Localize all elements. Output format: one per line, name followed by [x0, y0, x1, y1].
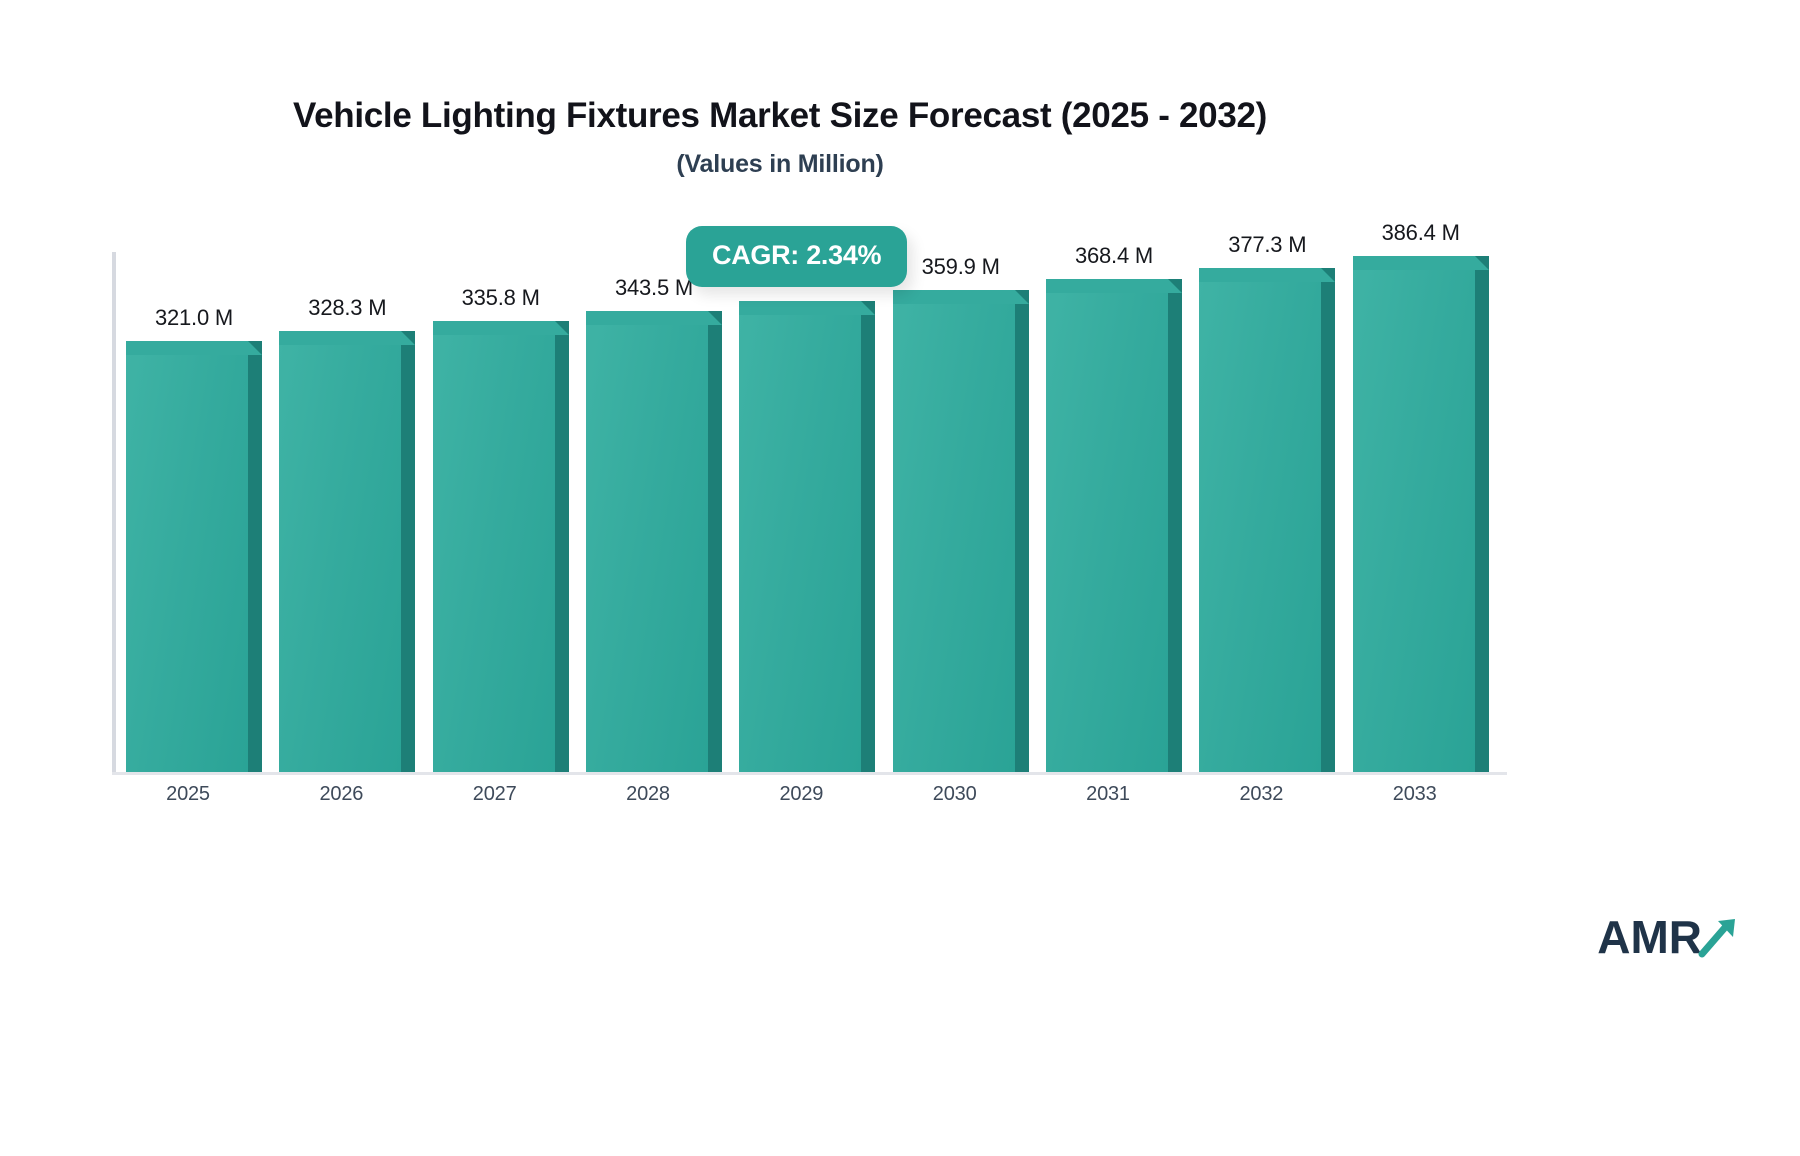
bar-column: 377.3 M: [1199, 232, 1336, 772]
bar-side-face: [554, 321, 569, 772]
bar-front-face: [892, 304, 1015, 772]
x-axis-tick-label: 2029: [779, 783, 824, 805]
bar-value-label: 343.5 M: [614, 275, 694, 301]
bar-top-face: [1046, 279, 1182, 294]
bar-top-face: [1352, 255, 1489, 270]
bar-side-face: [248, 340, 262, 772]
chart-subtitle: (Values in Million): [676, 150, 884, 179]
x-axis-tick-label: 2027: [472, 783, 517, 805]
bar-value-label: 321.0 M: [154, 304, 234, 330]
bar-value-label: 328.3 M: [308, 295, 387, 321]
bar-top-face: [1199, 267, 1336, 282]
bar-value-label: 386.4 M: [1381, 219, 1460, 245]
bar-value-label: 359.9 M: [921, 254, 1000, 280]
cagr-badge: CAGR: 2.34%: [686, 226, 908, 287]
plot-area: 321.0 M 328.3 M 335.8 M 343.5 M 351.6 M 359.9…: [112, 220, 1507, 775]
bar-top-face: [126, 340, 262, 355]
bar-top-face: [586, 311, 722, 326]
bar-side-face: [708, 311, 722, 772]
bar-front-face: [1199, 281, 1322, 772]
bar-column: 368.4 M: [1046, 243, 1182, 772]
bar-front-face: [1046, 293, 1168, 772]
x-axis-line: [112, 772, 1507, 775]
bar-column: 321.0 M: [126, 305, 262, 772]
bar-column: 386.4 M: [1352, 220, 1489, 772]
x-axis-tick-label: 2033: [1392, 783, 1437, 805]
bar-front-face: [432, 335, 555, 772]
bar-front-face: [279, 345, 402, 772]
x-axis-tick-label: 2028: [626, 783, 670, 805]
bar-series: 321.0 M 328.3 M 335.8 M 343.5 M 351.6 M 359.9…: [112, 220, 1492, 772]
page-title: Vehicle Lighting Fixtures Market Size Fo…: [292, 96, 1268, 135]
bar-value-label: 368.4 M: [1074, 243, 1154, 269]
x-axis-labels: 2025 2026 2027 2028 2029 2030 2031 2032 2033: [112, 783, 1492, 823]
x-axis-tick-label: 2026: [319, 783, 364, 805]
bar-top-face: [739, 300, 876, 315]
bar-side-face: [861, 300, 876, 772]
bar-column: 351.6 M: [739, 265, 876, 772]
bar-front-face: [739, 314, 862, 772]
bar-front-face: [1352, 269, 1475, 772]
title-block: Vehicle Lighting Fixtures Market Size Fo…: [0, 96, 1560, 179]
x-axis-tick-label: 2032: [1239, 783, 1284, 805]
amr-logo: AMR: [1597, 914, 1742, 960]
growth-arrow-icon: [1698, 914, 1742, 958]
bar-top-face: [432, 321, 569, 336]
bar-column: 328.3 M: [279, 295, 416, 772]
bar-side-face: [1168, 279, 1182, 772]
bar-column: 335.8 M: [432, 285, 569, 772]
bar-side-face: [1014, 290, 1029, 772]
bar-top-face: [279, 331, 416, 346]
bar-side-face: [1474, 255, 1489, 772]
logo-text: AMR: [1597, 911, 1702, 963]
bar-column: 343.5 M: [586, 275, 722, 772]
bar-value-label: 377.3 M: [1228, 231, 1307, 257]
y-axis-line: [112, 252, 116, 772]
x-axis-tick-label: 2030: [932, 783, 977, 805]
bar-side-face: [401, 331, 416, 772]
bar-side-face: [1321, 267, 1336, 772]
bar-value-label: 335.8 M: [461, 285, 540, 311]
bar-top-face: [892, 290, 1029, 305]
bar-front-face: [126, 354, 248, 772]
x-axis-tick-label: 2031: [1086, 783, 1130, 805]
bar-column: 359.9 M: [892, 254, 1029, 772]
bar-front-face: [586, 325, 708, 772]
x-axis-tick-label: 2025: [166, 783, 210, 805]
